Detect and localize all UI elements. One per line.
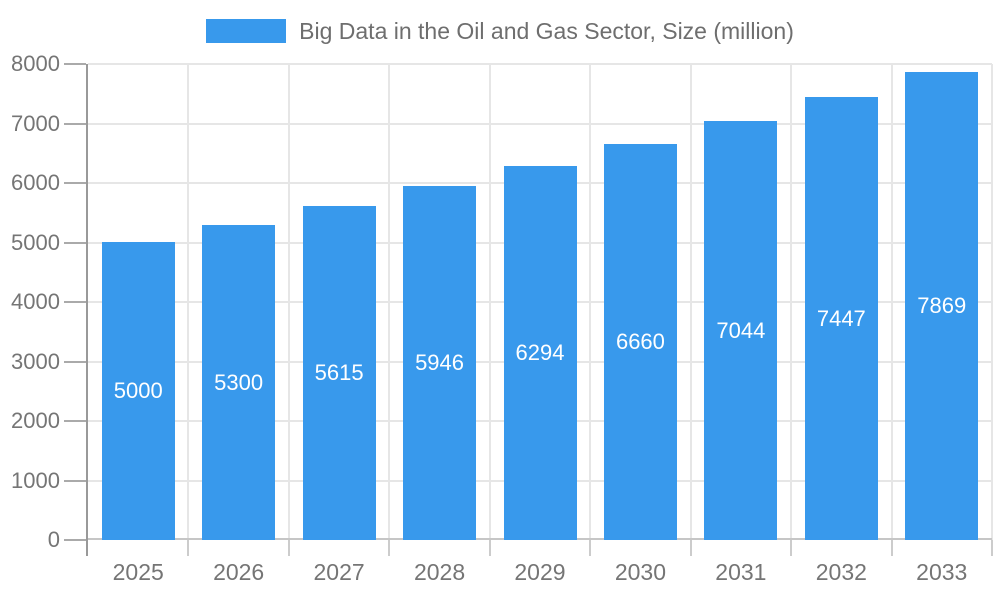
bar[interactable]: 7044: [704, 121, 778, 540]
bar[interactable]: 5000: [101, 242, 175, 540]
v-gridline: [589, 64, 592, 540]
bar-value-label: 7447: [816, 305, 866, 331]
y-axis-label: 0: [47, 527, 60, 552]
y-axis-label: 8000: [11, 51, 60, 76]
x-axis-label: 2032: [815, 559, 867, 585]
x-tick: [287, 540, 290, 556]
y-axis-label: 5000: [11, 229, 60, 255]
legend: Big Data in the Oil and Gas Sector, Size…: [0, 14, 1000, 48]
v-gridline: [287, 64, 290, 540]
bar[interactable]: 5946: [403, 186, 477, 540]
legend-swatch-icon: [206, 19, 287, 43]
bar-value-label: 7044: [716, 317, 766, 343]
v-gridline: [187, 64, 190, 540]
y-tick: [64, 539, 86, 541]
y-axis-label: 6000: [11, 170, 60, 195]
v-gridline: [689, 64, 692, 540]
x-axis-label: 2029: [514, 559, 566, 585]
y-tick: [64, 479, 86, 482]
bar-value-label: 5300: [214, 369, 264, 395]
y-axis-label: 2000: [11, 408, 60, 433]
v-gridline: [388, 64, 391, 540]
y-tick: [64, 241, 86, 244]
y-tick: [64, 122, 86, 125]
h-gridline: [88, 63, 992, 65]
x-axis-label: 2030: [614, 559, 667, 585]
x-tick: [689, 540, 692, 556]
y-tick: [64, 301, 86, 303]
x-tick: [589, 540, 592, 556]
bar-value-label: 6294: [515, 340, 565, 365]
x-tick: [187, 540, 190, 556]
bar[interactable]: 6660: [603, 144, 677, 540]
bar[interactable]: 5615: [302, 206, 376, 540]
x-tick: [991, 540, 993, 556]
plot-area: 5000 5300 5615 5946 6294 6660 7044 7447 7869: [88, 63, 993, 540]
y-axis-label: 3000: [11, 348, 60, 374]
bar[interactable]: 7869: [905, 72, 979, 540]
bar-value-label: 7869: [917, 293, 967, 318]
x-tick: [488, 540, 491, 556]
x-axis-label: 2026: [213, 559, 265, 585]
bar-value-label: 5000: [113, 378, 163, 403]
y-tick: [64, 182, 86, 184]
legend-item[interactable]: Big Data in the Oil and Gas Sector, Size…: [206, 18, 794, 45]
v-gridline: [890, 64, 893, 540]
y-axis-line: [86, 64, 88, 556]
bar[interactable]: 6294: [503, 166, 577, 540]
x-axis-label: 2028: [413, 559, 466, 585]
y-tick: [64, 360, 86, 363]
x-axis-label: 2027: [313, 559, 365, 585]
bar-value-label: 5615: [314, 360, 364, 385]
y-axis-label: 7000: [11, 110, 60, 136]
y-axis-label: 4000: [11, 289, 60, 314]
bar-value-label: 6660: [615, 329, 665, 354]
bar[interactable]: 5300: [202, 225, 276, 540]
legend-label: Big Data in the Oil and Gas Sector, Size…: [299, 17, 794, 44]
bar[interactable]: 7447: [804, 97, 878, 540]
bar-value-label: 5946: [415, 350, 465, 375]
v-gridline: [790, 64, 793, 540]
h-gridline: [88, 122, 992, 125]
x-axis-label: 2033: [916, 559, 968, 585]
x-tick: [890, 540, 893, 556]
x-tick: [790, 540, 793, 556]
x-tick: [388, 540, 391, 556]
x-axis-label: 2025: [112, 559, 164, 585]
y-axis-label: 1000: [11, 467, 60, 493]
x-axis-label: 2031: [715, 559, 767, 585]
y-tick: [64, 420, 86, 422]
y-tick: [64, 63, 86, 65]
v-gridline: [488, 64, 491, 540]
v-gridline: [991, 64, 993, 540]
